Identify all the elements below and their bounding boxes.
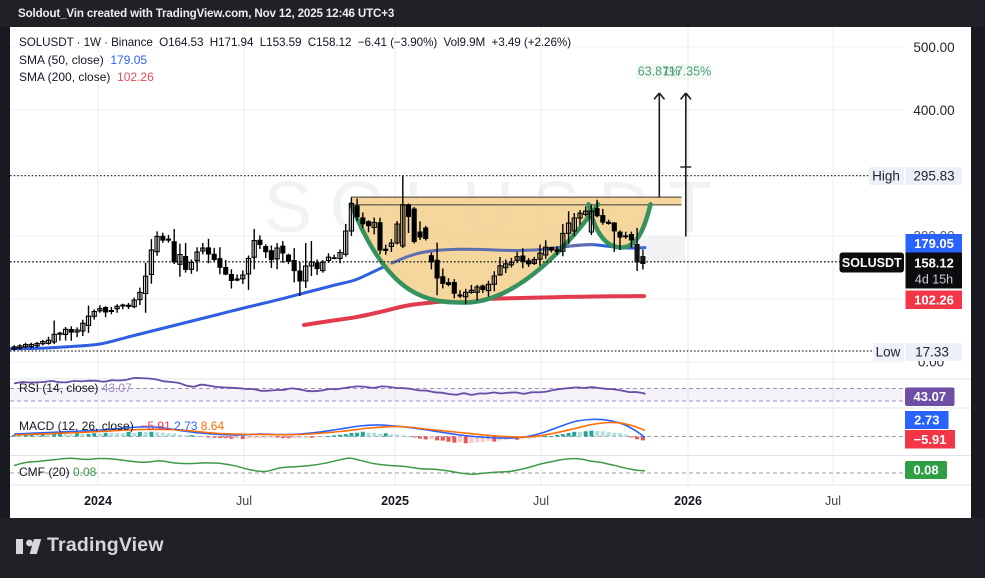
svg-text:117.35%: 117.35% [663, 65, 711, 79]
svg-text:179.05: 179.05 [914, 236, 954, 251]
svg-text:2025: 2025 [381, 494, 409, 508]
svg-text:Jul: Jul [236, 494, 252, 508]
svg-text:500.00: 500.00 [913, 40, 954, 55]
svg-text:0.08: 0.08 [913, 463, 938, 478]
svg-text:63.87%: 63.87% [638, 65, 680, 79]
svg-text:SOLUSDT: SOLUSDT [842, 256, 902, 270]
svg-text:158.12: 158.12 [914, 255, 954, 270]
svg-text:43.07: 43.07 [914, 389, 947, 404]
svg-text:Jul: Jul [825, 494, 841, 508]
svg-text:4d 15h: 4d 15h [915, 273, 953, 287]
svg-text:2.73: 2.73 [914, 413, 939, 428]
svg-text:102.26: 102.26 [914, 292, 954, 307]
svg-text:17.33: 17.33 [915, 345, 949, 360]
svg-text:295.83: 295.83 [913, 169, 954, 184]
svg-text:Low: Low [876, 345, 901, 360]
svg-text:2024: 2024 [84, 494, 112, 508]
svg-text:Jul: Jul [533, 494, 549, 508]
svg-text:400.00: 400.00 [913, 103, 954, 118]
svg-text:−5.91: −5.91 [914, 432, 947, 447]
svg-text:High: High [872, 169, 900, 184]
svg-text:2026: 2026 [674, 494, 702, 508]
